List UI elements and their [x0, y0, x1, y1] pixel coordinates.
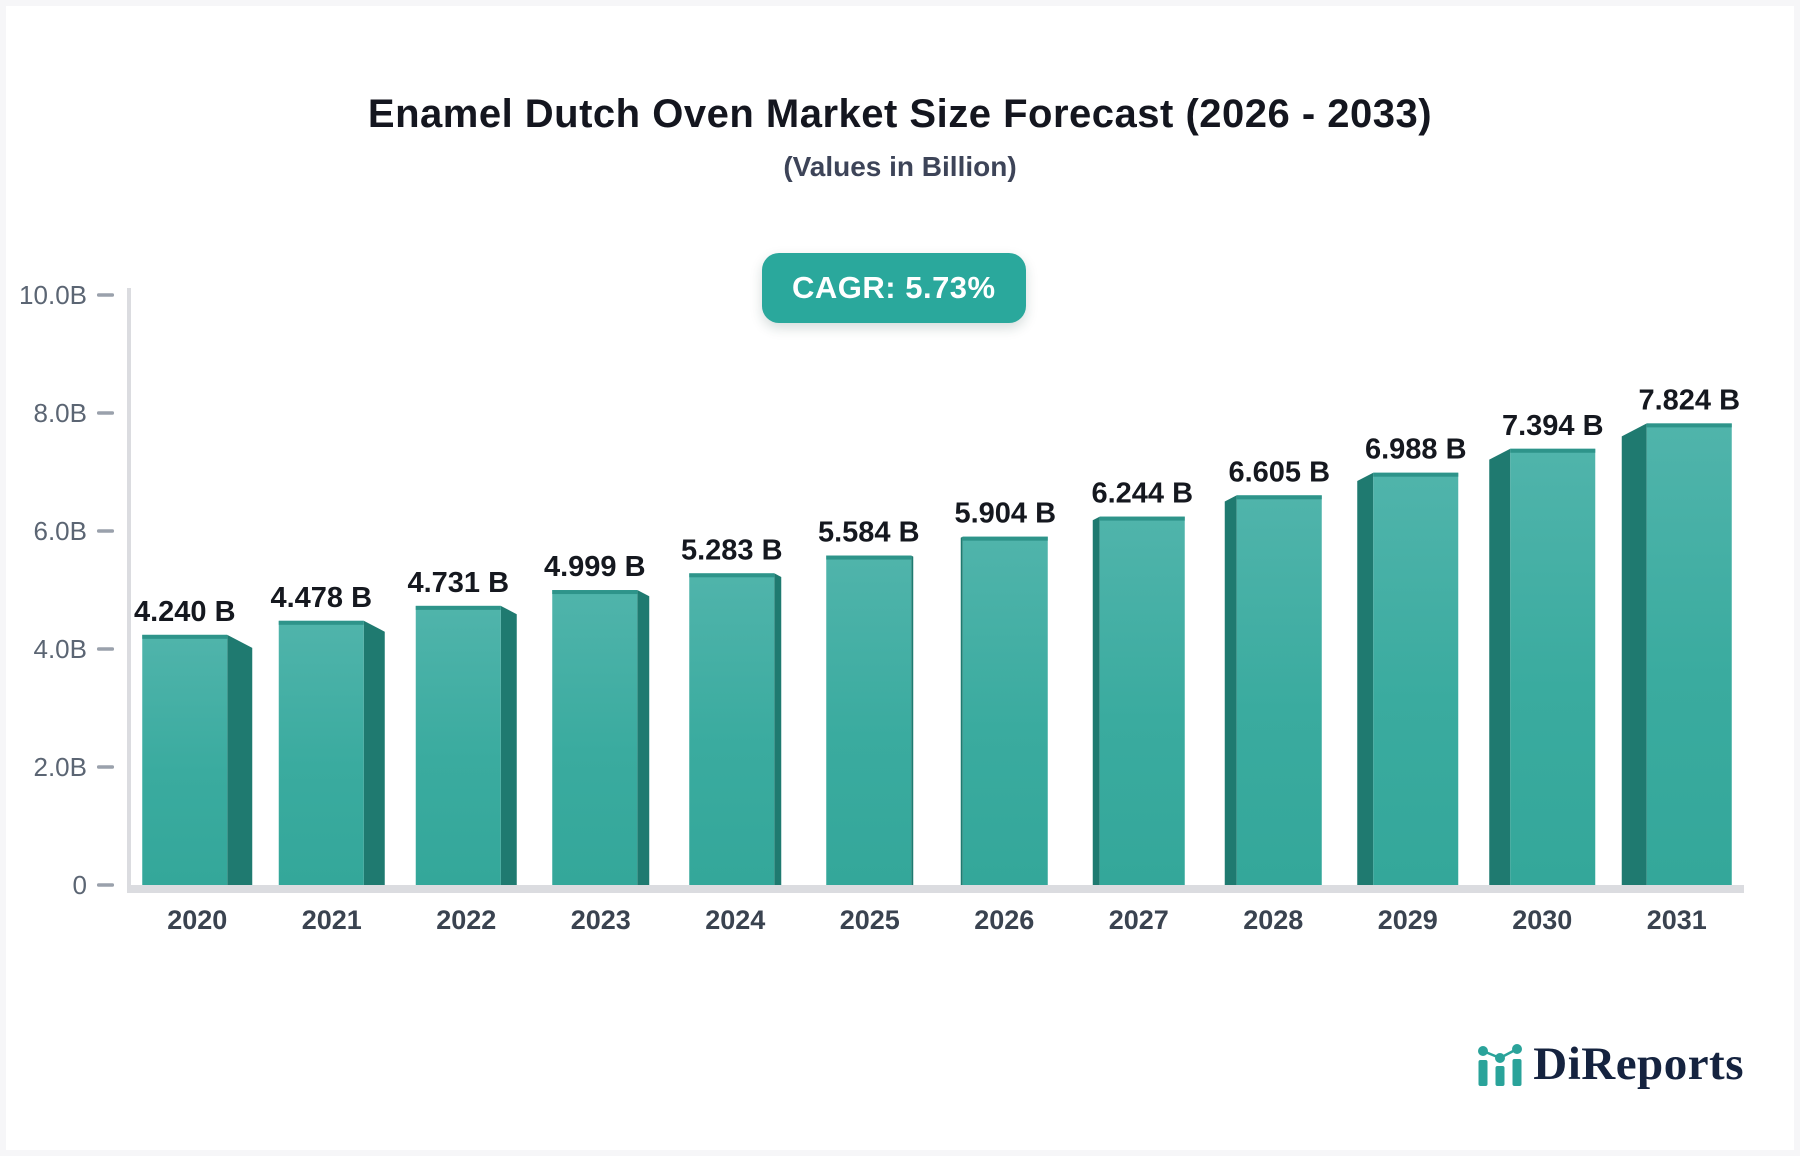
- bar-top-edge: [1510, 448, 1596, 453]
- x-axis-label: 2025: [840, 905, 900, 935]
- bar-top-edge: [689, 573, 775, 578]
- bar-front-face: [1646, 423, 1732, 885]
- x-axis-label: 2023: [571, 905, 631, 935]
- bar-group-2020: 4.240 B 2020: [134, 596, 253, 935]
- x-axis-label: 2024: [705, 905, 765, 935]
- bar-group-2021: 4.478 B 2021: [270, 582, 385, 935]
- bar-side-face: [363, 620, 385, 885]
- y-tick-mark: [97, 529, 114, 533]
- bar-front-face: [689, 573, 775, 885]
- y-tick-label: 10.0B: [19, 280, 87, 310]
- bar-front-face: [826, 555, 912, 885]
- bar-top-edge: [826, 555, 912, 560]
- bar-front-face: [142, 634, 228, 885]
- y-tick-mark: [97, 293, 114, 297]
- bar-group-2024: 5.283 B 2024: [681, 534, 783, 935]
- bar-group-2026: 5.904 B 2026: [954, 498, 1056, 935]
- x-axis-label: 2027: [1109, 905, 1169, 935]
- bar-side-face: [1621, 423, 1647, 885]
- y-tick-label: 8.0B: [34, 398, 88, 428]
- chart-header: Enamel Dutch Oven Market Size Forecast (…: [0, 92, 1800, 183]
- y-tick-label: 2.0B: [34, 752, 88, 782]
- bar-value-label: 6.988 B: [1365, 434, 1467, 466]
- bar-value-label: 5.283 B: [681, 534, 783, 566]
- logo-text: DiReports: [1533, 1037, 1744, 1090]
- bar-side-face: [637, 590, 650, 885]
- y-axis-line: [127, 288, 131, 893]
- bar-group-2025: 5.584 B 2025: [818, 517, 920, 935]
- x-axis-label: 2020: [167, 905, 227, 935]
- bar-group-2030: 7.394 B 2030: [1489, 410, 1604, 935]
- bar-top-edge: [1236, 495, 1322, 500]
- bar-top-edge: [962, 536, 1048, 541]
- bar-top-edge: [1099, 516, 1185, 521]
- x-axis-label: 2031: [1647, 905, 1707, 935]
- bar-side-face: [774, 573, 782, 885]
- x-axis-baseline: [127, 885, 1744, 893]
- cagr-badge-label: CAGR: 5.73%: [792, 270, 996, 305]
- bar-side-face: [500, 605, 517, 885]
- x-axis-label: 2030: [1512, 905, 1572, 935]
- bar-top-edge: [1373, 472, 1459, 477]
- x-axis-label: 2029: [1378, 905, 1438, 935]
- bar-value-label: 4.731 B: [407, 567, 509, 599]
- bar-side-face: [1224, 495, 1237, 885]
- y-tick-mark: [97, 765, 114, 769]
- bar-top-edge: [142, 634, 228, 639]
- y-tick-mark: [97, 411, 114, 415]
- bar-value-label: 5.584 B: [818, 517, 920, 549]
- bar-top-edge: [415, 605, 501, 610]
- bar-side-face: [911, 555, 914, 885]
- bar-chart-trend-icon: [1478, 1044, 1523, 1086]
- bar-top-edge: [552, 590, 638, 595]
- cagr-badge: CAGR: 5.73%: [762, 253, 1026, 323]
- bar-group-2023: 4.999 B 2023: [544, 551, 650, 935]
- bar-value-label: 7.394 B: [1502, 410, 1604, 442]
- bar-value-label: 6.244 B: [1091, 478, 1193, 510]
- bar-side-face: [227, 634, 253, 885]
- bar-side-face: [1092, 516, 1100, 885]
- bar-group-2027: 6.244 B 2027: [1091, 478, 1193, 935]
- bar-side-face: [960, 536, 963, 885]
- bar-front-face: [1099, 516, 1185, 885]
- bar-front-face: [1373, 472, 1459, 885]
- bar-group-2029: 6.988 B 2029: [1357, 434, 1467, 935]
- y-tick-label: 0: [73, 870, 87, 900]
- y-tick-label: 6.0B: [34, 516, 88, 546]
- bar-group-2022: 4.731 B 2022: [407, 567, 517, 935]
- bar-front-face: [1510, 448, 1596, 885]
- bar-value-label: 4.999 B: [544, 551, 646, 583]
- y-tick-mark: [97, 883, 114, 887]
- bar-side-face: [1489, 448, 1511, 885]
- y-tick-label: 4.0B: [34, 634, 88, 664]
- chart-title: Enamel Dutch Oven Market Size Forecast (…: [367, 92, 1433, 136]
- brand-logo: DiReports: [1476, 1037, 1744, 1090]
- bar-top-edge: [1646, 423, 1732, 428]
- bar-group-2031: 7.824 B 2031: [1621, 384, 1740, 935]
- x-axis-label: 2021: [302, 905, 362, 935]
- bar-front-face: [962, 536, 1048, 885]
- bar-value-label: 6.605 B: [1228, 456, 1330, 488]
- y-tick-mark: [97, 647, 114, 651]
- bar-value-label: 5.904 B: [954, 498, 1056, 530]
- x-axis-label: 2026: [974, 905, 1034, 935]
- bar-value-label: 4.240 B: [134, 596, 236, 628]
- bar-front-face: [415, 605, 501, 885]
- bar-group-2028: 6.605 B 2028: [1224, 456, 1330, 935]
- bar-front-face: [278, 620, 364, 885]
- bar-value-label: 7.824 B: [1638, 384, 1740, 416]
- bar-value-label: 4.478 B: [270, 582, 372, 614]
- bar-front-face: [552, 590, 638, 885]
- bar-front-face: [1236, 495, 1322, 885]
- bar-side-face: [1357, 472, 1374, 885]
- x-axis-label: 2028: [1243, 905, 1303, 935]
- x-axis-label: 2022: [436, 905, 496, 935]
- bar-top-edge: [278, 620, 364, 625]
- chart-subtitle: (Values in Billion): [783, 151, 1017, 182]
